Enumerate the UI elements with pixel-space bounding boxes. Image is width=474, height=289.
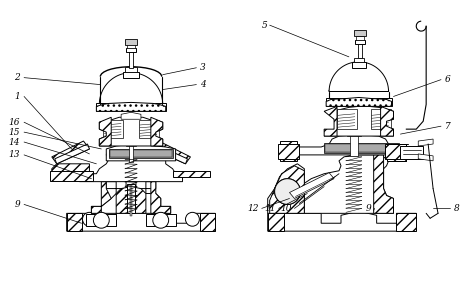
Polygon shape <box>268 212 416 231</box>
Polygon shape <box>268 213 283 231</box>
Polygon shape <box>100 104 113 107</box>
Polygon shape <box>55 144 90 164</box>
Polygon shape <box>326 97 392 106</box>
Polygon shape <box>100 117 163 146</box>
Polygon shape <box>80 145 182 182</box>
Bar <box>354 58 364 62</box>
Text: 16: 16 <box>9 118 20 127</box>
Bar <box>125 39 137 45</box>
Polygon shape <box>401 146 423 159</box>
Text: 8: 8 <box>454 204 460 213</box>
Polygon shape <box>290 135 396 155</box>
Polygon shape <box>173 171 210 177</box>
Bar <box>354 30 366 36</box>
Text: 1: 1 <box>14 92 20 101</box>
Bar <box>110 150 172 157</box>
Polygon shape <box>116 187 146 213</box>
Bar <box>355 40 365 44</box>
Polygon shape <box>153 141 191 164</box>
Polygon shape <box>418 154 433 161</box>
Bar <box>371 109 391 129</box>
Polygon shape <box>100 73 163 104</box>
Circle shape <box>93 212 109 228</box>
Bar <box>350 134 358 156</box>
Polygon shape <box>50 171 93 181</box>
Bar <box>358 42 362 58</box>
Bar <box>126 143 136 146</box>
Polygon shape <box>201 213 215 231</box>
Polygon shape <box>52 141 90 164</box>
Polygon shape <box>121 112 141 119</box>
Text: 12: 12 <box>247 204 259 213</box>
Circle shape <box>82 212 96 226</box>
Bar <box>326 99 392 106</box>
Bar <box>324 143 400 153</box>
Polygon shape <box>270 166 304 213</box>
Text: 9: 9 <box>14 200 20 209</box>
Text: 2: 2 <box>14 73 20 82</box>
Bar <box>127 184 135 213</box>
Circle shape <box>274 179 301 204</box>
Bar <box>337 109 357 129</box>
Polygon shape <box>100 117 111 146</box>
Polygon shape <box>67 204 215 231</box>
Bar <box>123 72 139 78</box>
Polygon shape <box>278 144 300 159</box>
Bar <box>347 133 361 136</box>
Polygon shape <box>280 141 297 161</box>
Polygon shape <box>280 155 393 213</box>
Polygon shape <box>146 214 175 226</box>
Polygon shape <box>324 106 337 136</box>
Polygon shape <box>91 182 171 213</box>
Polygon shape <box>153 144 188 164</box>
Bar <box>356 36 364 40</box>
Bar <box>139 120 159 138</box>
Polygon shape <box>381 106 393 136</box>
Polygon shape <box>324 106 393 136</box>
Polygon shape <box>151 117 163 146</box>
Text: 15: 15 <box>9 128 20 137</box>
Circle shape <box>274 179 301 204</box>
Polygon shape <box>86 214 116 226</box>
Bar <box>126 48 136 52</box>
Polygon shape <box>149 104 163 107</box>
Text: 3: 3 <box>201 63 206 72</box>
Polygon shape <box>384 144 406 159</box>
Polygon shape <box>91 182 111 213</box>
Circle shape <box>153 212 169 228</box>
Text: 6: 6 <box>445 75 451 84</box>
Bar <box>325 144 399 152</box>
Bar <box>96 103 166 111</box>
Polygon shape <box>290 173 334 199</box>
Text: 7: 7 <box>445 122 451 131</box>
Polygon shape <box>106 145 175 161</box>
Text: 10: 10 <box>280 204 292 213</box>
Bar <box>109 149 173 158</box>
Text: 13: 13 <box>9 150 20 160</box>
Circle shape <box>185 212 200 226</box>
Text: 14: 14 <box>9 138 20 147</box>
Bar <box>125 67 137 72</box>
Polygon shape <box>151 182 171 213</box>
Bar <box>130 185 132 216</box>
Text: 5: 5 <box>262 21 268 30</box>
Bar <box>103 120 123 138</box>
Bar <box>129 144 133 162</box>
Polygon shape <box>268 164 304 213</box>
Polygon shape <box>418 139 433 146</box>
Bar <box>129 50 133 68</box>
Polygon shape <box>329 62 389 92</box>
Polygon shape <box>96 102 166 111</box>
Polygon shape <box>396 213 416 231</box>
Text: 9: 9 <box>366 204 372 213</box>
Polygon shape <box>67 213 82 231</box>
Bar <box>127 44 135 48</box>
Text: 11: 11 <box>264 204 275 213</box>
Polygon shape <box>387 144 406 161</box>
Polygon shape <box>52 164 90 177</box>
Bar <box>352 62 366 68</box>
Polygon shape <box>374 155 393 213</box>
Text: 4: 4 <box>201 80 206 89</box>
